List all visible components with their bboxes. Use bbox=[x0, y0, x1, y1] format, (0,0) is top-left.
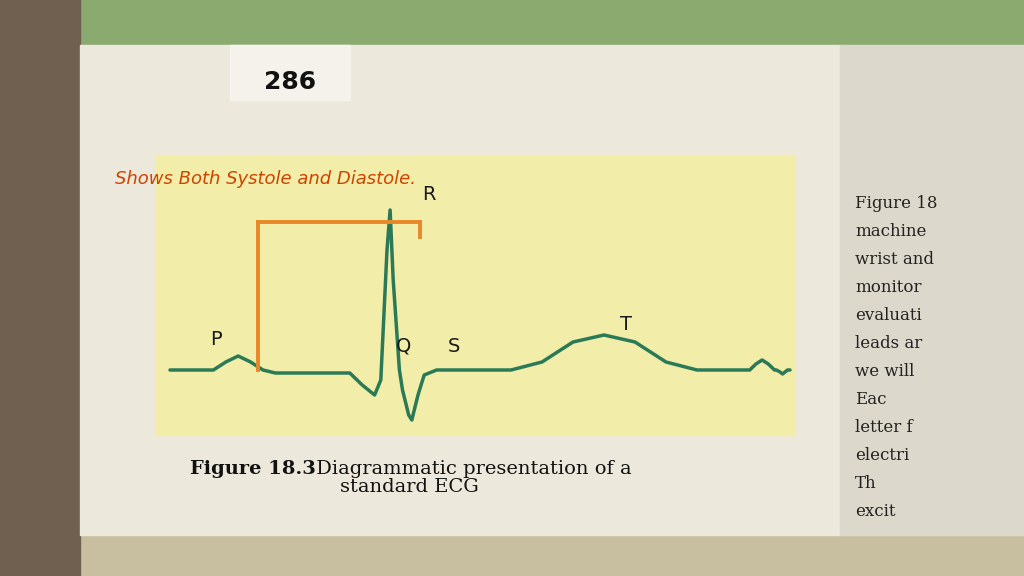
Text: S: S bbox=[449, 337, 461, 356]
Bar bbox=[0, 0, 1024, 45]
Text: Shows Both Systole and Diastole.: Shows Both Systole and Diastole. bbox=[115, 170, 416, 188]
Bar bbox=[155, 155, 795, 435]
Text: Th: Th bbox=[855, 475, 877, 492]
Text: electri: electri bbox=[855, 447, 909, 464]
Text: wrist and: wrist and bbox=[855, 251, 934, 268]
Text: leads ar: leads ar bbox=[855, 335, 923, 352]
Text: P: P bbox=[210, 330, 221, 349]
Text: Figure 18.3: Figure 18.3 bbox=[190, 460, 315, 478]
Text: excit: excit bbox=[855, 503, 896, 520]
Text: 286: 286 bbox=[264, 70, 316, 94]
Text: Figure 18: Figure 18 bbox=[855, 195, 938, 212]
Text: machine: machine bbox=[855, 223, 927, 240]
Text: we will: we will bbox=[855, 363, 914, 380]
Bar bbox=[230, 45, 350, 100]
Bar bbox=[0, 0, 80, 576]
Text: Diagrammatic presentation of a: Diagrammatic presentation of a bbox=[310, 460, 632, 478]
Bar bbox=[80, 45, 840, 535]
Text: letter f: letter f bbox=[855, 419, 912, 436]
Text: Q: Q bbox=[396, 337, 412, 356]
Text: monitor: monitor bbox=[855, 279, 922, 296]
Text: R: R bbox=[422, 185, 435, 204]
Text: T: T bbox=[620, 315, 632, 334]
Text: standard ECG: standard ECG bbox=[340, 478, 479, 496]
Bar bbox=[840, 45, 1024, 535]
Text: Eac: Eac bbox=[855, 391, 887, 408]
Text: evaluati: evaluati bbox=[855, 307, 922, 324]
